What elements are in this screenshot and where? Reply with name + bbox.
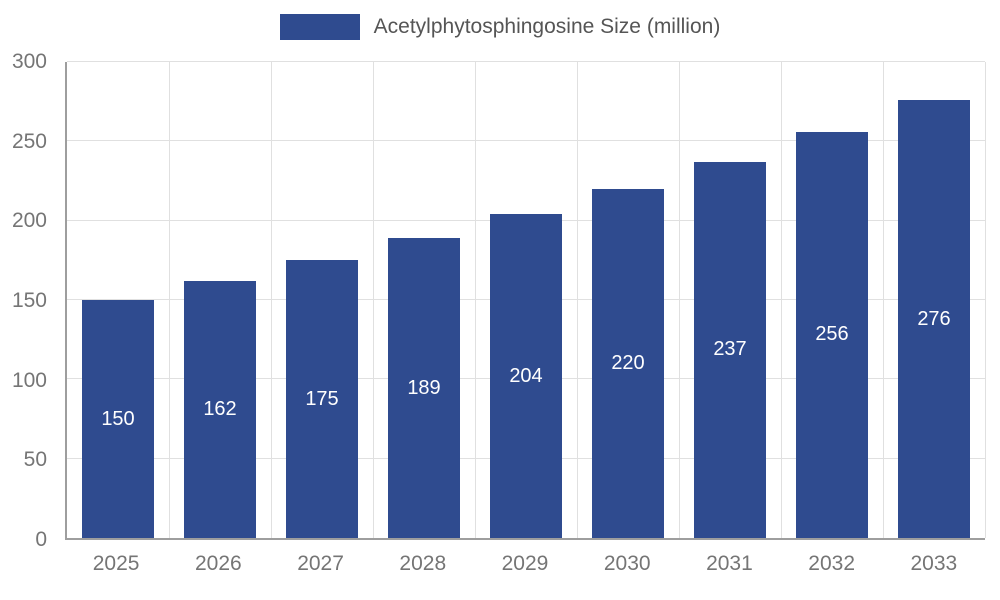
bar-slot: 256 [781,62,883,538]
vertical-gridline [372,62,374,538]
vertical-gridline [985,62,986,538]
bar: 276 [897,100,971,538]
bar-value-label: 220 [611,351,645,374]
x-tick-label: 2025 [92,552,140,575]
horizontal-gridline [67,61,985,62]
bar-slot: 204 [475,62,577,538]
x-tick-label: 2032 [808,552,855,575]
y-tick-label: 100 [11,368,47,392]
y-tick-label: 200 [11,209,47,233]
bar-value-label: 237 [713,338,747,361]
x-tick-label: 2026 [194,552,242,575]
bar: 175 [285,260,359,538]
horizontal-gridline [67,140,985,142]
bar: 220 [591,188,665,538]
x-tick-label: 2027 [297,552,344,575]
bar-value-label: 189 [407,376,441,399]
bar-value-label: 162 [203,397,237,420]
x-tick-label: 2033 [910,552,958,575]
legend-swatch [279,14,360,40]
bar: 189 [387,238,461,538]
bar-value-label: 204 [509,364,543,387]
y-tick-label: 0 [35,528,47,551]
bar: 256 [795,131,869,538]
legend-label: Acetylphytosphingosine Size (million) [373,15,721,38]
bar-slot: 175 [271,62,373,538]
y-tick-label: 300 [11,50,47,73]
legend: Acetylphytosphingosine Size (million) [0,14,1000,40]
bar: 204 [489,214,563,538]
vertical-gridline [883,62,884,538]
bar-slot: 162 [169,62,271,538]
vertical-gridline [475,62,476,538]
bar-slot: 220 [577,62,679,538]
bar-slot: 276 [883,62,985,538]
plot-area: 150 162 175 189 204 220 237 256 276 [65,61,986,540]
y-tick-label: 150 [11,289,47,312]
y-tick-label: 250 [11,129,47,153]
bars: 150 162 175 189 204 220 237 256 276 [67,62,985,538]
vertical-gridline [678,62,680,538]
vertical-gridline [577,62,578,538]
y-tick-label: 50 [23,448,47,472]
x-tick-label: 2030 [603,552,651,575]
bar-value-label: 256 [815,323,849,346]
bar: 162 [183,280,257,538]
vertical-gridline [169,62,170,538]
bar-slot: 237 [679,62,781,538]
bar: 150 [81,300,155,538]
x-tick-label: 2029 [501,552,549,575]
bar-slot: 150 [67,62,169,538]
bar: 237 [693,161,767,538]
x-tick-label: 2028 [399,552,447,575]
bar-value-label: 276 [917,307,951,330]
bar-slot: 189 [373,62,475,538]
x-axis-labels: 2025 2026 2027 2028 2029 2030 2031 2032 2033 [65,552,985,576]
bar-value-label: 175 [305,387,339,410]
bar-value-label: 150 [101,407,135,430]
vertical-gridline [271,62,272,538]
y-axis-labels: 0 50 100 150 200 250 300 [0,50,55,551]
x-tick-label: 2031 [706,552,753,575]
vertical-gridline [781,62,782,538]
